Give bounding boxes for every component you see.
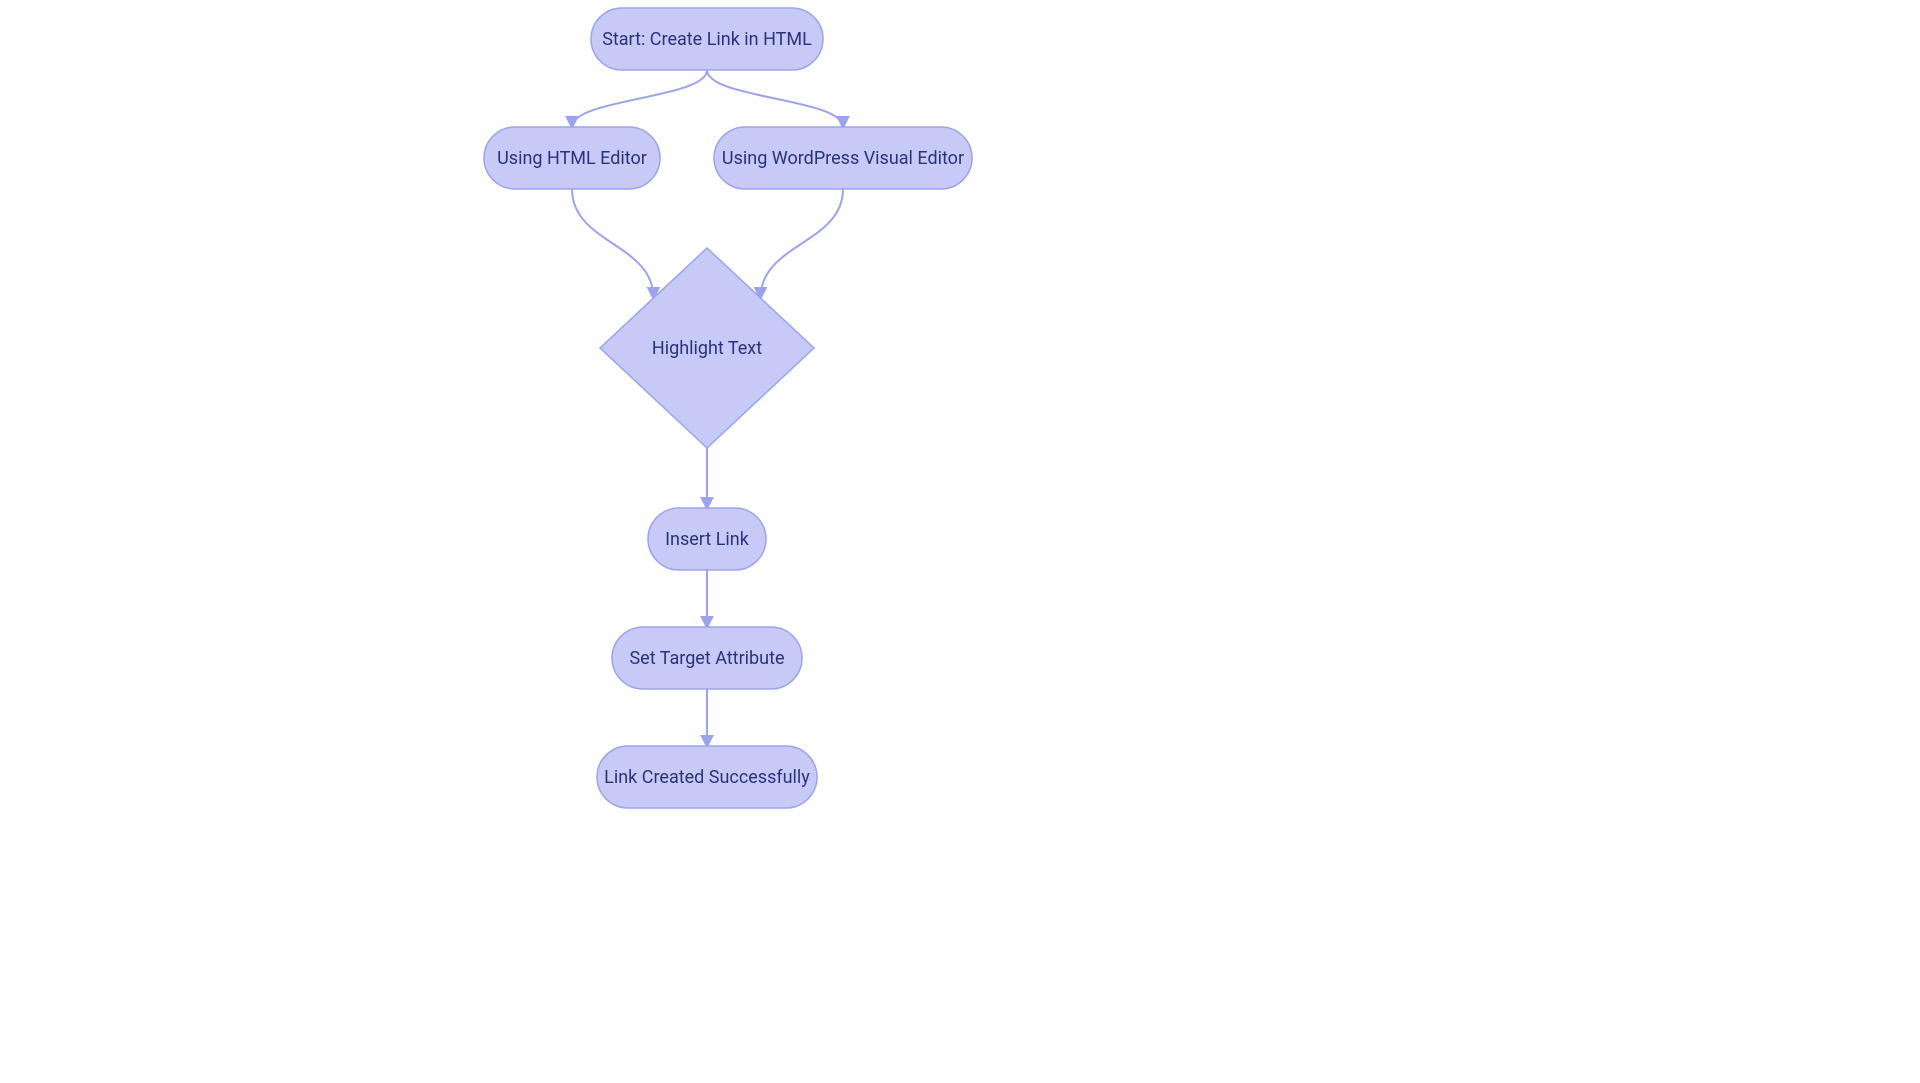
flowchart-canvas: Start: Create Link in HTML Using HTML Edi…: [0, 0, 1920, 1083]
node-target: Set Target Attribute: [612, 627, 802, 689]
node-highlight: Highlight Text: [600, 248, 814, 448]
node-start: Start: Create Link in HTML: [591, 8, 823, 70]
svg-text:Insert Link: Insert Link: [665, 529, 750, 550]
node-done: Link Created Successfully: [597, 746, 817, 808]
edge-html_editor-to-highlight: [572, 189, 654, 298]
svg-text:Using HTML Editor: Using HTML Editor: [497, 148, 647, 169]
node-wp_editor: Using WordPress Visual Editor: [714, 127, 972, 189]
node-insert: Insert Link: [648, 508, 766, 570]
svg-text:Using WordPress Visual Editor: Using WordPress Visual Editor: [722, 148, 964, 169]
node-html_editor: Using HTML Editor: [484, 127, 660, 189]
svg-text:Start: Create Link in HTML: Start: Create Link in HTML: [602, 29, 812, 50]
edge-start-to-html_editor: [572, 70, 707, 127]
edge-start-to-wp_editor: [707, 70, 843, 127]
edge-wp_editor-to-highlight: [761, 189, 844, 298]
svg-text:Link Created Successfully: Link Created Successfully: [604, 767, 810, 788]
svg-text:Set Target Attribute: Set Target Attribute: [629, 648, 784, 669]
svg-text:Highlight Text: Highlight Text: [652, 338, 762, 359]
